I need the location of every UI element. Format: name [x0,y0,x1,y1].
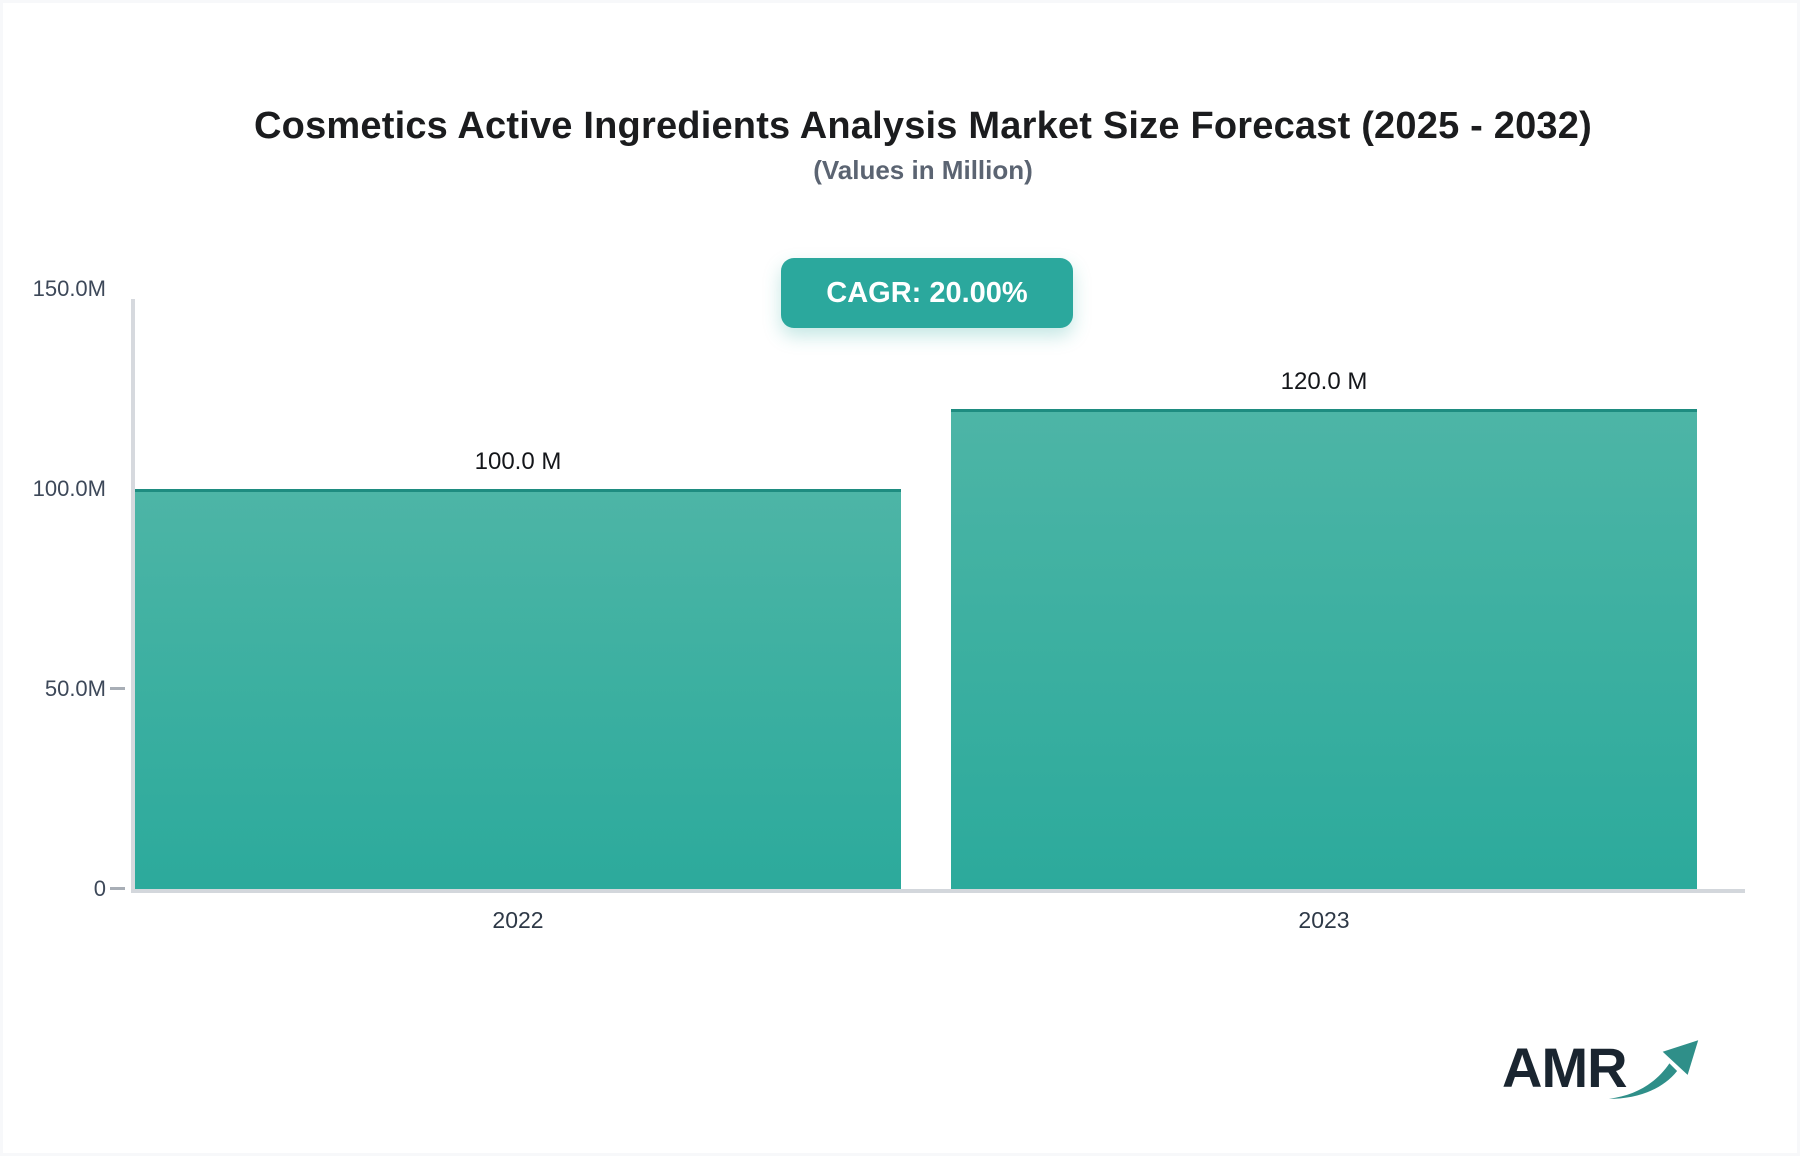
amr-logo-arrow-icon [1608,1040,1699,1099]
amr-logo-text: AMR [1502,1036,1628,1099]
amr-logo: AMR [1502,1028,1702,1108]
cagr-badge: CAGR: 20.00% [781,258,1073,328]
chart-subtitle: (Values in Million) [813,155,1033,185]
x-axis-label: 2022 [492,907,544,933]
y-axis-tick-mark [110,687,125,690]
bar-2023 [951,409,1697,889]
y-axis-label: 150.0M [32,276,106,301]
x-axis-line [131,889,1745,893]
y-axis-label: 50.0M [44,676,106,701]
bar-value-label: 100.0 M [474,448,562,475]
y-axis-line [131,299,135,893]
bar-value-label: 120.0 M [1280,368,1368,395]
x-axis-label: 2023 [1298,907,1350,933]
chart-title: Cosmetics Active Ingredients Analysis Ma… [254,105,1592,147]
y-axis-label: 0 [93,876,106,901]
y-axis-tick-mark [110,887,125,890]
bar-2022 [135,489,901,889]
y-axis-label: 100.0M [32,476,106,501]
